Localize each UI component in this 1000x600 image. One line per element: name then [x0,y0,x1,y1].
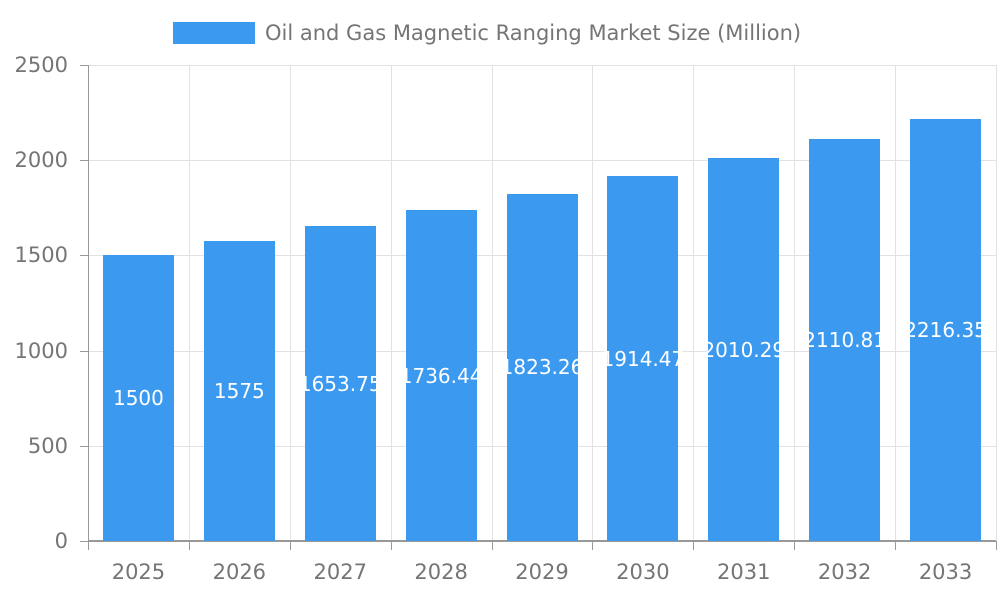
x-axis-label: 2031 [717,560,771,584]
x-axis-label: 2028 [414,560,468,584]
legend-swatch [173,22,255,44]
h-gridline [88,160,996,161]
y-axis-tick [80,446,88,447]
x-axis-tick [189,541,190,550]
v-gridline [492,65,493,541]
x-axis-tick [391,541,392,550]
y-axis-label: 2500 [14,53,68,77]
y-axis-tick [80,255,88,256]
y-axis-label: 1500 [14,243,68,267]
y-axis-line [88,65,89,550]
x-axis-tick [592,541,593,550]
x-axis-tick [996,541,997,550]
y-axis-label: 0 [54,529,68,553]
bar-2032[interactable] [809,139,881,541]
y-axis-tick [80,351,88,352]
x-axis-label: 2025 [111,560,166,584]
v-gridline [996,65,997,541]
x-axis-line [88,540,996,542]
v-gridline [189,65,190,541]
x-axis-tick [693,541,694,550]
v-gridline [693,65,694,541]
x-axis-label: 2033 [918,560,973,584]
bar-2033[interactable] [910,119,982,541]
v-gridline [290,65,291,541]
h-gridline [88,65,996,66]
y-axis-label: 1000 [14,339,68,363]
bar-2030[interactable] [607,176,679,541]
bar-2026[interactable] [203,241,275,541]
v-gridline [391,65,392,541]
y-axis-label: 2000 [14,148,68,172]
x-axis-tick [492,541,493,550]
v-gridline [592,65,593,541]
x-axis-label: 2032 [817,560,872,584]
y-axis-tick [80,160,88,161]
bar-2027[interactable] [304,226,376,541]
x-axis-label: 2029 [515,560,569,584]
y-axis-tick [80,541,88,542]
y-axis-tick [80,65,88,66]
v-gridline [794,65,795,541]
bar-2028[interactable] [405,210,477,541]
bar-2031[interactable] [708,158,780,541]
bar-2025[interactable] [102,255,174,541]
bar-2029[interactable] [506,193,578,541]
x-axis-label: 2026 [212,560,267,584]
x-axis-tick [895,541,896,550]
y-axis-label: 500 [27,434,68,458]
legend-item[interactable]: Oil and Gas Magnetic Ranging Market Size… [173,21,801,45]
x-axis-label: 2027 [313,560,367,584]
legend-label: Oil and Gas Magnetic Ranging Market Size… [265,21,802,45]
x-axis-tick [794,541,795,550]
x-axis-label: 2030 [616,560,670,584]
v-gridline [895,65,896,541]
x-axis-tick [290,541,291,550]
